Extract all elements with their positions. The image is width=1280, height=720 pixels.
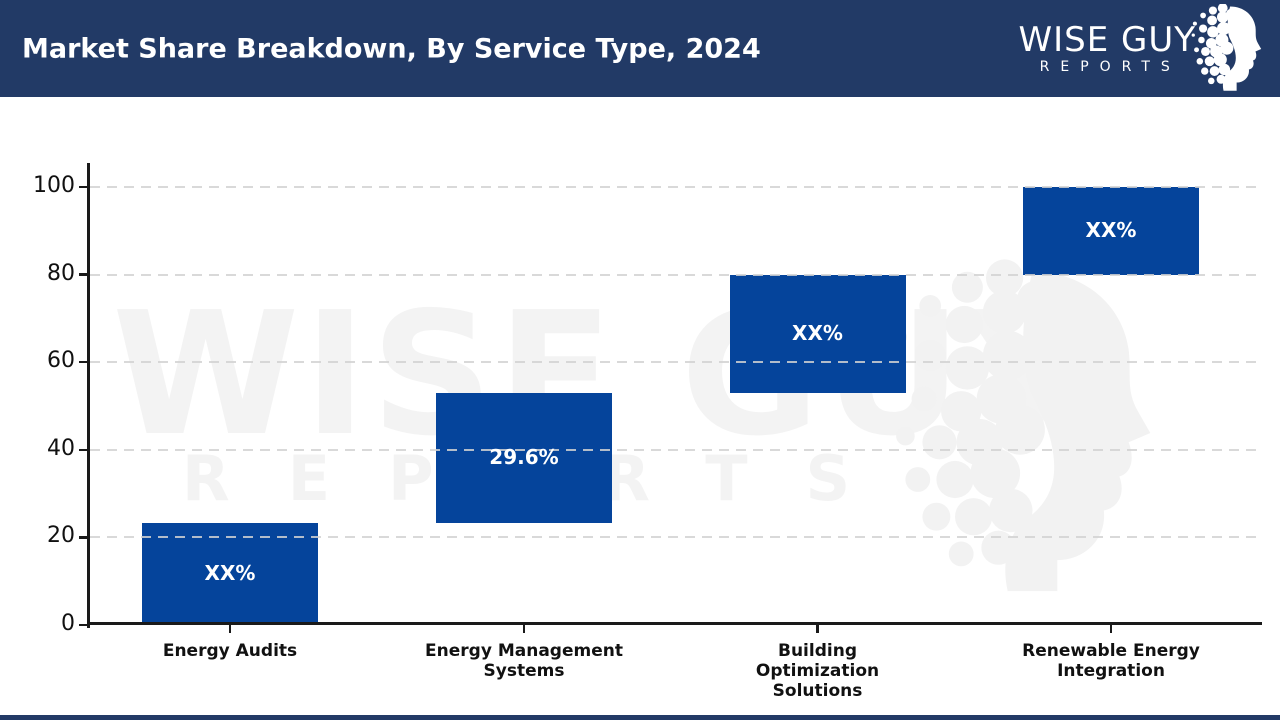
- y-tick-mark: [79, 448, 87, 452]
- gridline: [90, 186, 1262, 188]
- plot-area: 0 20 40 60 80 100 XX% 29.6% XX% XX% Energy Audits E…: [33, 163, 1262, 701]
- x-tick-mark: [816, 625, 819, 633]
- brand-logo: WISE GUY REPORTS: [1018, 4, 1272, 94]
- y-tick-mark: [79, 360, 87, 364]
- gridline: [90, 536, 1262, 539]
- bar-value-label: 29.6%: [489, 444, 559, 469]
- x-category-label: Energy Management Systems: [425, 641, 623, 681]
- chart-title: Market Share Breakdown, By Service Type,…: [22, 33, 761, 64]
- y-tick-label: 0: [61, 611, 75, 636]
- gridline: [90, 448, 1262, 451]
- brand-logo-text: WISE GUY REPORTS: [1018, 19, 1196, 76]
- bar-value-label: XX%: [792, 320, 843, 345]
- y-tick-mark: [79, 273, 87, 276]
- y-tick-label: 60: [47, 348, 75, 374]
- y-tick-mark: [79, 623, 87, 627]
- header-bar: Market Share Breakdown, By Service Type,…: [0, 0, 1280, 97]
- bar-segment: [142, 522, 318, 625]
- gridline: [90, 273, 1262, 276]
- y-tick-label: 20: [47, 523, 75, 549]
- watermark-dotted-head: [886, 259, 1151, 592]
- y-tick-label: 80: [47, 260, 75, 286]
- x-tick-mark: [228, 625, 232, 633]
- bar-value-label: XX%: [1085, 217, 1137, 242]
- x-axis-line: [87, 622, 1262, 625]
- y-axis-line: [87, 163, 90, 628]
- bar-segment: [729, 274, 906, 393]
- bar-segment: [436, 392, 612, 523]
- y-tick-mark: [79, 536, 87, 539]
- y-tick-mark: [79, 185, 87, 189]
- x-category-label: Renewable Energy Integration: [1022, 641, 1200, 681]
- y-tick-label: 40: [47, 435, 75, 461]
- gridline: [90, 361, 1262, 364]
- brand-name: WISE GUY: [1018, 19, 1196, 60]
- x-tick-mark: [522, 625, 526, 633]
- x-tick-mark: [1109, 625, 1113, 633]
- dotted-head-icon: [1191, 4, 1262, 91]
- bar-value-label: XX%: [204, 560, 256, 585]
- x-category-label: Energy Audits: [162, 641, 298, 661]
- x-category-label: Building Optimization Solutions: [755, 641, 880, 701]
- footer-bar: [0, 715, 1280, 720]
- bar-segment: [1023, 187, 1199, 275]
- y-tick-label: 100: [33, 173, 75, 198]
- brand-subname: REPORTS: [1039, 59, 1181, 76]
